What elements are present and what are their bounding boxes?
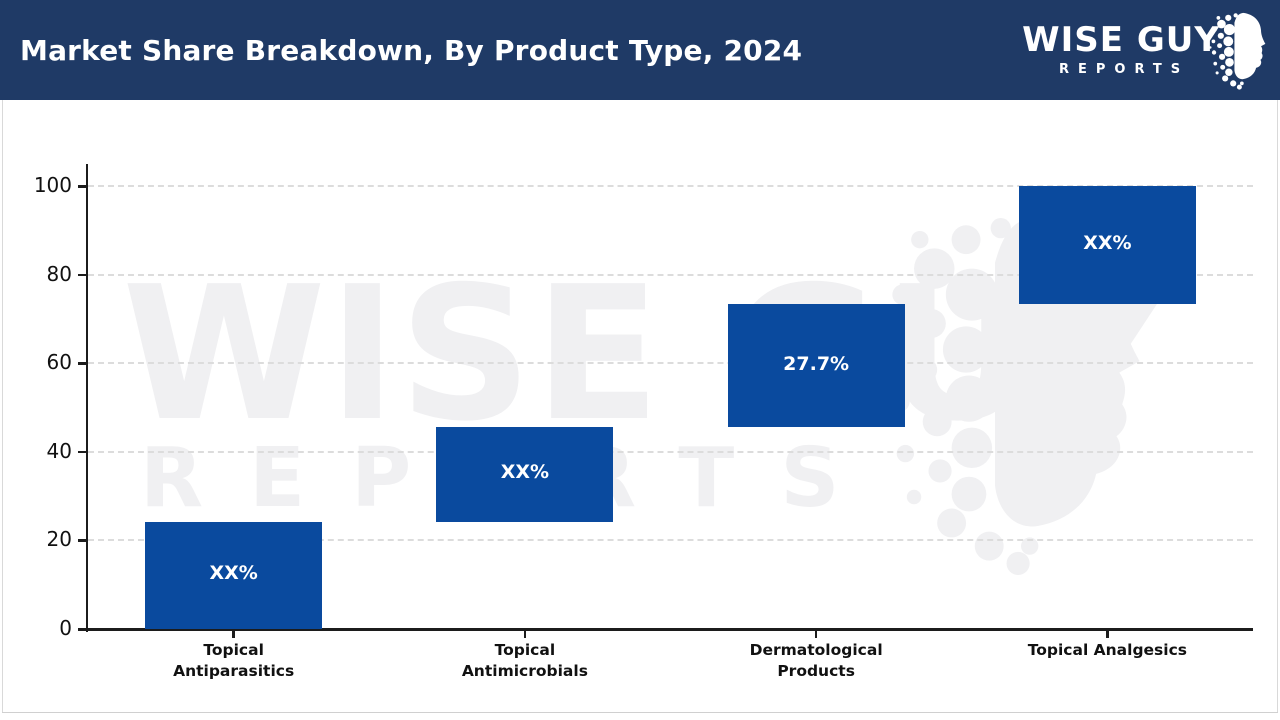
ytick-label-80: 80 bbox=[46, 261, 72, 286]
ytick-mark-60 bbox=[78, 362, 88, 365]
logo-subtitle: REPORTS bbox=[1059, 62, 1190, 77]
bar-segment bbox=[1018, 186, 1196, 305]
bar-segment bbox=[727, 304, 905, 428]
x-category-label: Topical Analgesics bbox=[1027, 641, 1188, 659]
ytick-mark-0 bbox=[78, 628, 88, 631]
gridline-y20 bbox=[88, 539, 1253, 542]
ytick-label-40: 40 bbox=[46, 438, 72, 463]
bar-segment bbox=[436, 427, 614, 522]
chart-title: Market Share Breakdown, By Product Type,… bbox=[20, 33, 803, 67]
ytick-mark-80 bbox=[78, 273, 88, 277]
bar-value-label: XX% bbox=[209, 562, 258, 585]
xtick-mark bbox=[1106, 630, 1109, 638]
bar-segment bbox=[145, 521, 323, 629]
header: Market Share Breakdown, By Product Type,… bbox=[0, 0, 1280, 100]
page-border-left bbox=[2, 100, 3, 713]
bar-value-label: XX% bbox=[1083, 232, 1132, 255]
x-category-label: Topical Antiparasitics bbox=[173, 641, 295, 680]
x-category-label: Topical Antimicrobials bbox=[461, 641, 588, 680]
ytick-label-100: 100 bbox=[33, 173, 72, 198]
bar-value-label: XX% bbox=[500, 461, 550, 484]
gridline-y80 bbox=[88, 273, 1253, 276]
ytick-label-0: 0 bbox=[59, 616, 72, 640]
y-axis-line bbox=[85, 164, 88, 632]
page-border-bottom bbox=[2, 712, 1278, 713]
gridline-y40 bbox=[88, 450, 1253, 453]
ytick-mark-40 bbox=[78, 450, 88, 454]
page-border-right bbox=[1277, 100, 1278, 713]
ytick-mark-100 bbox=[78, 185, 88, 188]
logo-wordmark: WISE GUY bbox=[1022, 20, 1220, 60]
ytick-label-60: 60 bbox=[46, 350, 72, 375]
x-axis-line bbox=[85, 628, 1253, 631]
logo-text: WISE GUY REPORTS bbox=[1022, 23, 1220, 77]
xtick-mark bbox=[814, 630, 818, 638]
gridline-y60 bbox=[88, 362, 1253, 365]
gridline-y100 bbox=[88, 185, 1253, 188]
x-category-label: Dermatological Products bbox=[749, 641, 883, 680]
xtick-mark bbox=[523, 630, 527, 638]
ytick-label-20: 20 bbox=[46, 527, 72, 552]
wise-guy-logo: WISE GUY REPORTS bbox=[1022, 0, 1274, 100]
ytick-mark-20 bbox=[78, 539, 88, 542]
bar-value-label: 27.7% bbox=[783, 352, 850, 375]
xtick-mark bbox=[232, 630, 235, 638]
